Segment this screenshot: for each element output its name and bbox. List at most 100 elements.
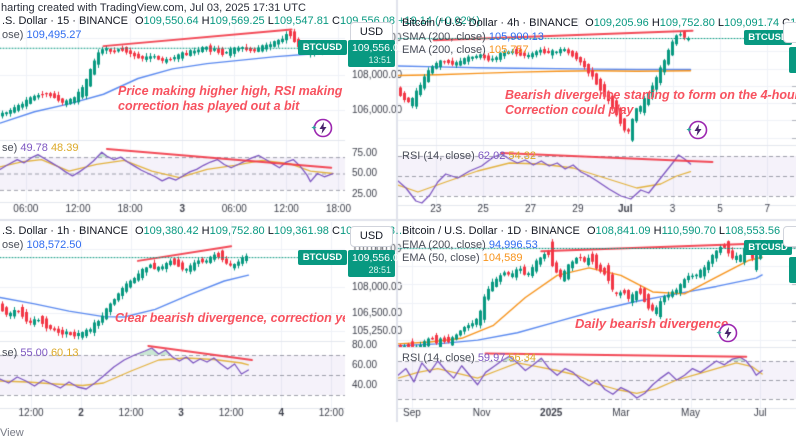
annotation-line: Clear bearish divergence, correction yet…	[115, 311, 345, 325]
lightning-icon[interactable]	[685, 118, 709, 142]
rsi-value: 49.78	[20, 142, 48, 154]
open-value: 109,550.64	[143, 15, 199, 27]
currency-button-sliver[interactable]	[783, 22, 796, 43]
rsi-label: RSI (14, close)	[402, 150, 475, 162]
indicator-value: 104,589	[482, 252, 523, 264]
price-flag-sliver	[789, 257, 796, 283]
open-value: 108,841.09	[595, 225, 651, 237]
change-value: +19.14 (+0.02%)	[398, 15, 481, 27]
high-value: 110,590.70	[661, 225, 716, 237]
price-flag: 109,556.08 13:51	[348, 40, 405, 67]
rsi-label: se)	[2, 347, 18, 359]
ticker-tag: BTCUSD	[744, 240, 792, 255]
ohlc-key: O	[586, 225, 596, 237]
indicator-value: 108,572.50	[26, 239, 82, 251]
ohlc-key: H	[201, 15, 210, 27]
ticker-tag: BTCUSD	[744, 30, 792, 45]
annotation-line: Price making higher high, RSI making low…	[118, 84, 345, 98]
symbol-title: .S. Dollar · 1h · BINANCE	[2, 225, 128, 237]
indicator-value: 109,495.27	[26, 29, 82, 41]
flag-countdown: 13:51	[368, 55, 391, 65]
tradingview-watermark: View	[0, 427, 24, 439]
currency-button[interactable]: USD	[350, 226, 393, 247]
annotation-line: Correction could play	[505, 103, 634, 117]
rsi-value: 62.02	[477, 150, 506, 162]
flag-price: 109,556.08	[352, 252, 405, 264]
indicator-label: EMA (50, close)	[402, 252, 480, 264]
legend-symbol-row-1h: .S. Dollar · 1h · BINANCE O109,380.42 H1…	[2, 225, 406, 237]
low-value: 109,091.74	[724, 17, 780, 29]
legend-indicator-row: ose) 108,572.50	[2, 239, 82, 251]
annotation-line: Daily bearish divergence	[575, 316, 729, 331]
rsi-ma-value: 56.34	[508, 352, 536, 364]
legend-symbol-row-1d: Bitcoin / U.S. Dollar · 1D · BINANCE O10…	[402, 225, 796, 237]
ohlc-key: O	[134, 225, 144, 237]
flag-price: 109,556.08	[352, 42, 405, 54]
annotation-line: Bearish divergence starting to form on t…	[505, 88, 796, 102]
indicator-value: 105,757	[488, 44, 529, 56]
ticker-tag: BTCUSD	[298, 250, 347, 265]
low-value: 109,361.98	[273, 225, 329, 237]
ohlc-key: C	[332, 15, 340, 27]
rsi-legend-row: se) 55.00 60.13	[2, 347, 78, 359]
attribution-text: harting created with TradingView.com, Ju…	[1, 2, 306, 14]
legend-indicator-row: SMA (200, close) 105,900.13	[402, 31, 544, 43]
high-value: 109,569.25	[209, 15, 265, 27]
ohlc-key: H	[651, 17, 660, 29]
rsi-legend-row: RSI (14, close) 59.97 56.34	[402, 352, 536, 364]
symbol-title: .S. Dollar · 15 · BINANCE	[2, 15, 128, 27]
rsi-legend-row: se) 49.78 48.39	[2, 142, 78, 154]
open-value: 109,380.42	[143, 225, 199, 237]
indicator-label: SMA (200, close)	[402, 31, 486, 43]
symbol-title: Bitcoin / U.S. Dollar · 4h · BINANCE	[402, 17, 579, 29]
annotation-drawing-4h[interactable]: Bearish divergence starting to form on t…	[505, 88, 796, 118]
ohlc-key: H	[653, 225, 662, 237]
ohlc-key: L	[267, 15, 274, 27]
ohlc-key: O	[585, 17, 594, 29]
currency-button-sliver[interactable]	[783, 226, 796, 247]
high-value: 109,752.80	[209, 225, 265, 237]
rsi-ma-value: 60.13	[50, 347, 79, 359]
legend-indicator-row: ose) 109,495.27	[2, 29, 82, 41]
rsi-legend-row: RSI (14, close) 62.02 54.32	[402, 150, 536, 162]
legend-indicator-row: EMA (50, close) 104,589	[402, 252, 522, 264]
rsi-value: 55.00	[20, 347, 48, 359]
indicator-value: 105,900.13	[488, 31, 544, 43]
indicator-label: EMA (200, close)	[402, 239, 486, 251]
legend-indicator-row: EMA (200, close) 94,996.53	[402, 239, 538, 251]
legend-symbol-row-15m: .S. Dollar · 15 · BINANCE O109,550.64 H1…	[2, 15, 480, 27]
low-value: 109,547.81	[273, 15, 329, 27]
annotation-drawing-15m[interactable]: Price making higher high, RSI making low…	[118, 84, 345, 114]
price-flag: 109,556.08 28:51	[348, 250, 405, 277]
annotation-line: correction has played out a bit	[118, 99, 300, 113]
rsi-label: se)	[2, 142, 18, 154]
indicator-label: EMA (200, close)	[402, 44, 486, 56]
rsi-label: RSI (14, close)	[402, 352, 475, 364]
symbol-title: Bitcoin / U.S. Dollar · 1D · BINANCE	[402, 225, 580, 237]
indicator-label: ose)	[2, 29, 24, 41]
lightning-icon[interactable]	[310, 116, 334, 140]
indicator-label: ose)	[2, 239, 24, 251]
high-value: 109,752.80	[659, 17, 715, 29]
lightning-icon[interactable]	[715, 321, 739, 345]
rsi-ma-value: 48.39	[50, 142, 79, 154]
annotation-drawing-1d[interactable]: Daily bearish divergence	[575, 316, 728, 331]
low-value: 108,553.56	[725, 225, 781, 237]
ohlc-key: L	[717, 17, 725, 29]
indicator-value: 94,996.53	[488, 239, 538, 251]
open-value: 109,205.96	[593, 17, 649, 29]
legend-symbol-row-4h: Bitcoin / U.S. Dollar · 4h · BINANCE O10…	[402, 17, 796, 29]
ohlc-key: L	[267, 225, 274, 237]
ohlc-key: C	[332, 225, 340, 237]
ohlc-key: O	[134, 15, 144, 27]
annotation-drawing-1h[interactable]: Clear bearish divergence, correction yet…	[115, 311, 345, 326]
ticker-tag: BTCUSD	[298, 40, 347, 55]
ohlc-key: L	[718, 225, 726, 237]
rsi-ma-value: 54.32	[508, 150, 536, 162]
price-flag-sliver	[789, 47, 796, 73]
legend-indicator-row: EMA (200, close) 105,757	[402, 44, 529, 56]
flag-countdown: 28:51	[368, 265, 391, 275]
ohlc-key: H	[201, 225, 210, 237]
